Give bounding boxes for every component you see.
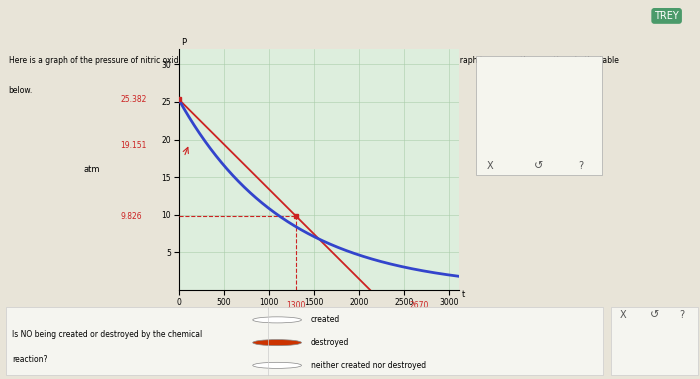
Text: ↺: ↺ [534,161,544,171]
Text: below.: below. [8,86,33,95]
Text: atm: atm [83,165,100,174]
Text: P: P [181,38,186,47]
Text: created: created [311,315,340,324]
FancyBboxPatch shape [476,56,602,175]
Text: reaction?: reaction? [12,355,48,364]
Text: Is NO being created or destroyed by the chemical: Is NO being created or destroyed by the … [12,330,202,339]
Text: destroyed: destroyed [311,338,349,347]
Text: t: t [461,290,465,299]
Text: Here is a graph of the pressure of nitric oxide (NO)  in a reaction vessel durin: Here is a graph of the pressure of nitri… [8,56,619,65]
Text: 19.151: 19.151 [120,141,146,150]
Text: 1300: 1300 [286,301,306,310]
Text: TREY: TREY [654,11,679,21]
FancyBboxPatch shape [611,307,698,375]
Text: 25.382: 25.382 [120,94,146,103]
Text: ?: ? [578,161,584,171]
Text: neither created nor destroyed: neither created nor destroyed [311,361,426,370]
Text: ↺: ↺ [650,310,659,319]
Text: 9.826: 9.826 [120,211,142,221]
Text: 2670: 2670 [410,301,429,310]
Text: X: X [486,161,493,171]
Circle shape [253,340,302,346]
Circle shape [253,362,302,368]
Text: X: X [620,310,626,319]
Circle shape [253,317,302,323]
X-axis label: seconds: seconds [301,326,336,335]
FancyBboxPatch shape [6,307,603,375]
Text: ?: ? [679,310,685,319]
